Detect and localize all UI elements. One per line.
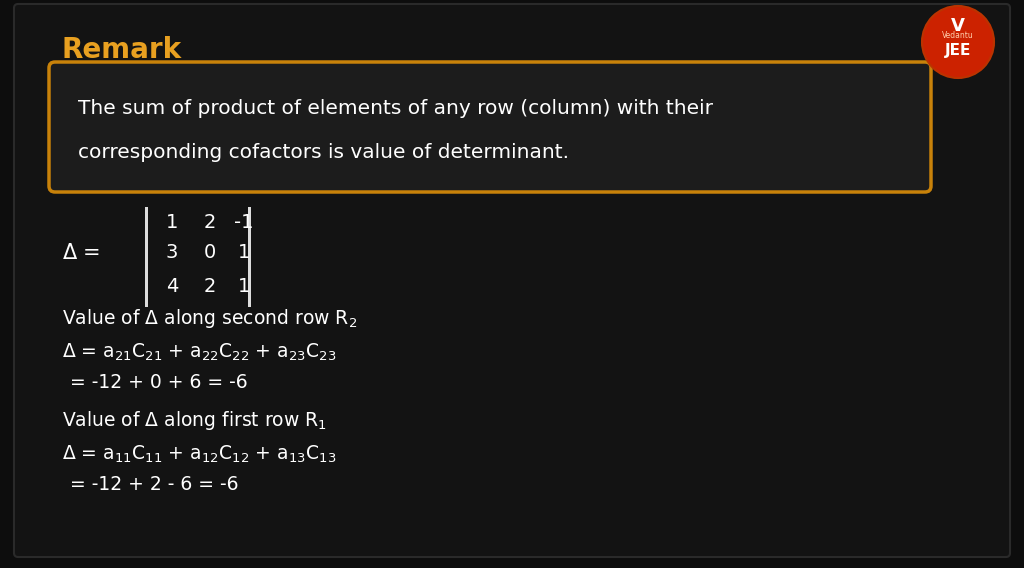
Text: Value of $\Delta$ along first row R$_1$: Value of $\Delta$ along first row R$_1$ — [62, 408, 327, 432]
Text: Remark: Remark — [62, 36, 182, 64]
Circle shape — [922, 6, 994, 78]
Text: Value of $\Delta$ along second row R$_2$: Value of $\Delta$ along second row R$_2$ — [62, 307, 357, 329]
Text: JEE: JEE — [945, 43, 971, 57]
Text: = -12 + 2 - 6 = -6: = -12 + 2 - 6 = -6 — [70, 475, 239, 495]
Text: V: V — [951, 17, 965, 35]
Text: The sum of product of elements of any row (column) with their: The sum of product of elements of any ro… — [78, 98, 713, 118]
Text: 1: 1 — [238, 244, 250, 262]
Text: 4: 4 — [166, 278, 178, 296]
Text: -1: -1 — [234, 212, 254, 232]
Bar — [145, 207, 148, 307]
Text: 2: 2 — [204, 212, 216, 232]
Text: 2: 2 — [204, 278, 216, 296]
Text: $\Delta$ = a$_{11}$C$_{11}$ + a$_{12}$C$_{12}$ + a$_{13}$C$_{13}$: $\Delta$ = a$_{11}$C$_{11}$ + a$_{12}$C$… — [62, 444, 337, 465]
Text: Vedantu: Vedantu — [942, 31, 974, 40]
Text: corresponding cofactors is value of determinant.: corresponding cofactors is value of dete… — [78, 143, 569, 161]
Text: 0: 0 — [204, 244, 216, 262]
Text: 1: 1 — [238, 278, 250, 296]
FancyBboxPatch shape — [14, 4, 1010, 557]
Text: = -12 + 0 + 6 = -6: = -12 + 0 + 6 = -6 — [70, 374, 248, 392]
Text: $\Delta$ = a$_{21}$C$_{21}$ + a$_{22}$C$_{22}$ + a$_{23}$C$_{23}$: $\Delta$ = a$_{21}$C$_{21}$ + a$_{22}$C$… — [62, 341, 337, 362]
Text: $\Delta$ =: $\Delta$ = — [62, 243, 100, 263]
Text: 1: 1 — [166, 212, 178, 232]
FancyBboxPatch shape — [49, 62, 931, 192]
Text: 3: 3 — [166, 244, 178, 262]
Bar — [248, 207, 251, 307]
